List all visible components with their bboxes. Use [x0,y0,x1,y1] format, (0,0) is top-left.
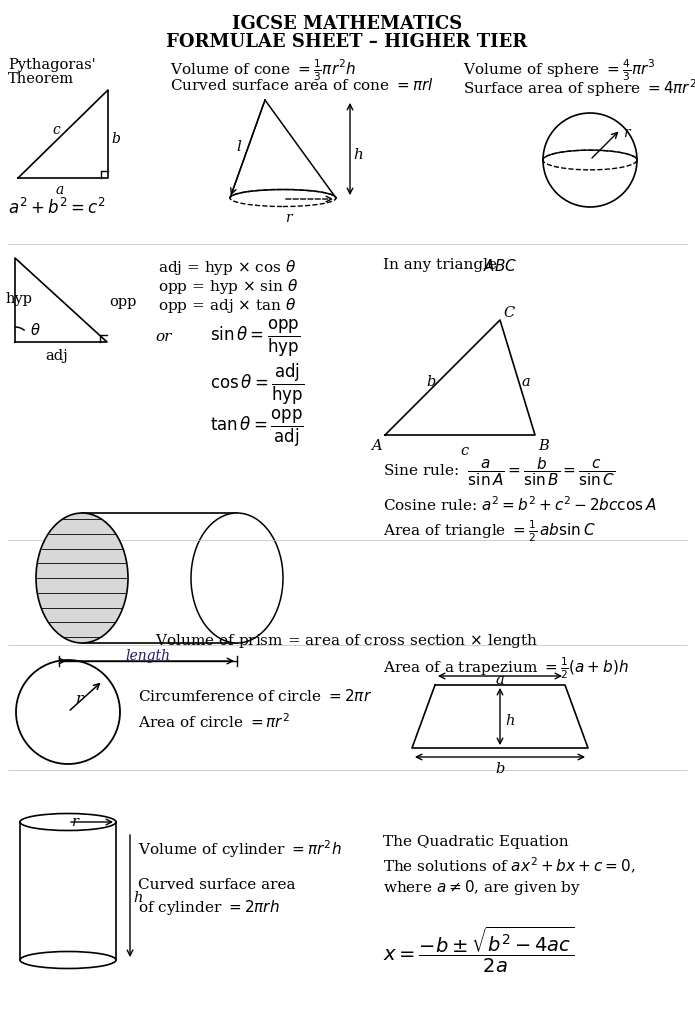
Text: cross
section: cross section [62,572,102,594]
Text: Pythagoras': Pythagoras' [8,58,96,72]
Text: $ABC$: $ABC$ [483,258,517,274]
Text: Area of a trapezium $= \frac{1}{2}(a + b)h$: Area of a trapezium $= \frac{1}{2}(a + b… [383,655,629,681]
Text: l: l [236,140,241,154]
Text: Sine rule:  $\dfrac{a}{\sin A} = \dfrac{b}{\sin B} = \dfrac{c}{\sin C}$: Sine rule: $\dfrac{a}{\sin A} = \dfrac{b… [383,455,616,487]
Ellipse shape [20,951,116,969]
Text: Circumference of circle $= 2\pi r$: Circumference of circle $= 2\pi r$ [138,688,373,705]
Text: C: C [503,306,514,319]
Text: opp: opp [109,295,136,309]
Text: Volume of sphere $= \frac{4}{3}\pi r^3$: Volume of sphere $= \frac{4}{3}\pi r^3$ [463,57,655,83]
Text: of cylinder $= 2\pi rh$: of cylinder $= 2\pi rh$ [138,898,280,918]
Text: The solutions of $ax^2 + bx + c = 0$,: The solutions of $ax^2 + bx + c = 0$, [383,856,636,877]
Text: adj: adj [46,349,68,362]
Text: B: B [538,439,549,453]
Text: Area of triangle $= \frac{1}{2}\,ab\sin C$: Area of triangle $= \frac{1}{2}\,ab\sin … [383,518,596,544]
Text: A: A [371,439,382,453]
Text: r: r [623,126,629,140]
Text: $\cos\theta = \dfrac{\mathrm{adj}}{\mathrm{hyp}}$: $\cos\theta = \dfrac{\mathrm{adj}}{\math… [210,362,304,408]
Text: h: h [133,891,142,905]
Text: Volume of prism = area of cross section $\times$ length: Volume of prism = area of cross section … [156,632,539,650]
Text: where $a \neq 0$, are given by: where $a \neq 0$, are given by [383,878,581,897]
Text: IGCSE MATHEMATICS: IGCSE MATHEMATICS [232,15,462,33]
Text: r: r [72,815,79,829]
Text: $a^2 + b^2 = c^2$: $a^2 + b^2 = c^2$ [8,198,106,218]
Text: Area of circle $= \pi r^2$: Area of circle $= \pi r^2$ [138,712,290,731]
Text: Theorem: Theorem [8,72,74,86]
Text: h: h [505,714,514,728]
Text: length: length [126,649,170,663]
Text: opp = adj $\times$ tan $\theta$: opp = adj $\times$ tan $\theta$ [158,296,296,315]
Text: Volume of cylinder $= \pi r^2 h$: Volume of cylinder $= \pi r^2 h$ [138,838,342,860]
Text: Curved surface area: Curved surface area [138,878,295,892]
Text: FORMULAE SHEET – HIGHER TIER: FORMULAE SHEET – HIGHER TIER [166,33,528,51]
Text: c: c [52,123,60,137]
Text: r: r [76,692,83,706]
Text: Cosine rule: $a^2 = b^2 + c^2 - 2bc\cos A$: Cosine rule: $a^2 = b^2 + c^2 - 2bc\cos … [383,495,657,514]
Text: b: b [496,762,505,776]
Ellipse shape [20,813,116,830]
Ellipse shape [36,513,128,643]
Text: b: b [426,375,435,389]
Text: $\theta$: $\theta$ [30,322,41,338]
Text: a: a [522,375,531,389]
Text: hyp: hyp [5,292,32,306]
Text: Volume of cone $= \frac{1}{3}\pi r^2 h$: Volume of cone $= \frac{1}{3}\pi r^2 h$ [170,57,356,83]
Text: h: h [353,148,363,162]
Text: opp = hyp $\times$ sin $\theta$: opp = hyp $\times$ sin $\theta$ [158,278,298,296]
Text: adj = hyp $\times$ cos $\theta$: adj = hyp $\times$ cos $\theta$ [158,258,296,278]
Text: In any triangle: In any triangle [383,258,502,272]
Text: c: c [460,444,468,458]
Text: $\sin\theta = \dfrac{\mathrm{opp}}{\mathrm{hyp}}$: $\sin\theta = \dfrac{\mathrm{opp}}{\math… [210,318,300,359]
Text: Surface area of sphere $= 4\pi r^2$: Surface area of sphere $= 4\pi r^2$ [463,77,695,98]
Text: $\tan\theta = \dfrac{\mathrm{opp}}{\mathrm{adj}}$: $\tan\theta = \dfrac{\mathrm{opp}}{\math… [210,408,304,450]
Text: r: r [285,211,291,225]
Ellipse shape [191,513,283,643]
Text: $x = \dfrac{-b \pm \sqrt{b^2 - 4ac}}{2a}$: $x = \dfrac{-b \pm \sqrt{b^2 - 4ac}}{2a}… [383,925,574,975]
Text: Curved surface area of cone $= \pi rl$: Curved surface area of cone $= \pi rl$ [170,77,434,93]
Text: a: a [56,183,64,197]
Text: b: b [111,132,120,146]
Text: The Quadratic Equation: The Quadratic Equation [383,835,569,849]
Text: a: a [496,673,505,687]
Text: or: or [155,330,172,344]
